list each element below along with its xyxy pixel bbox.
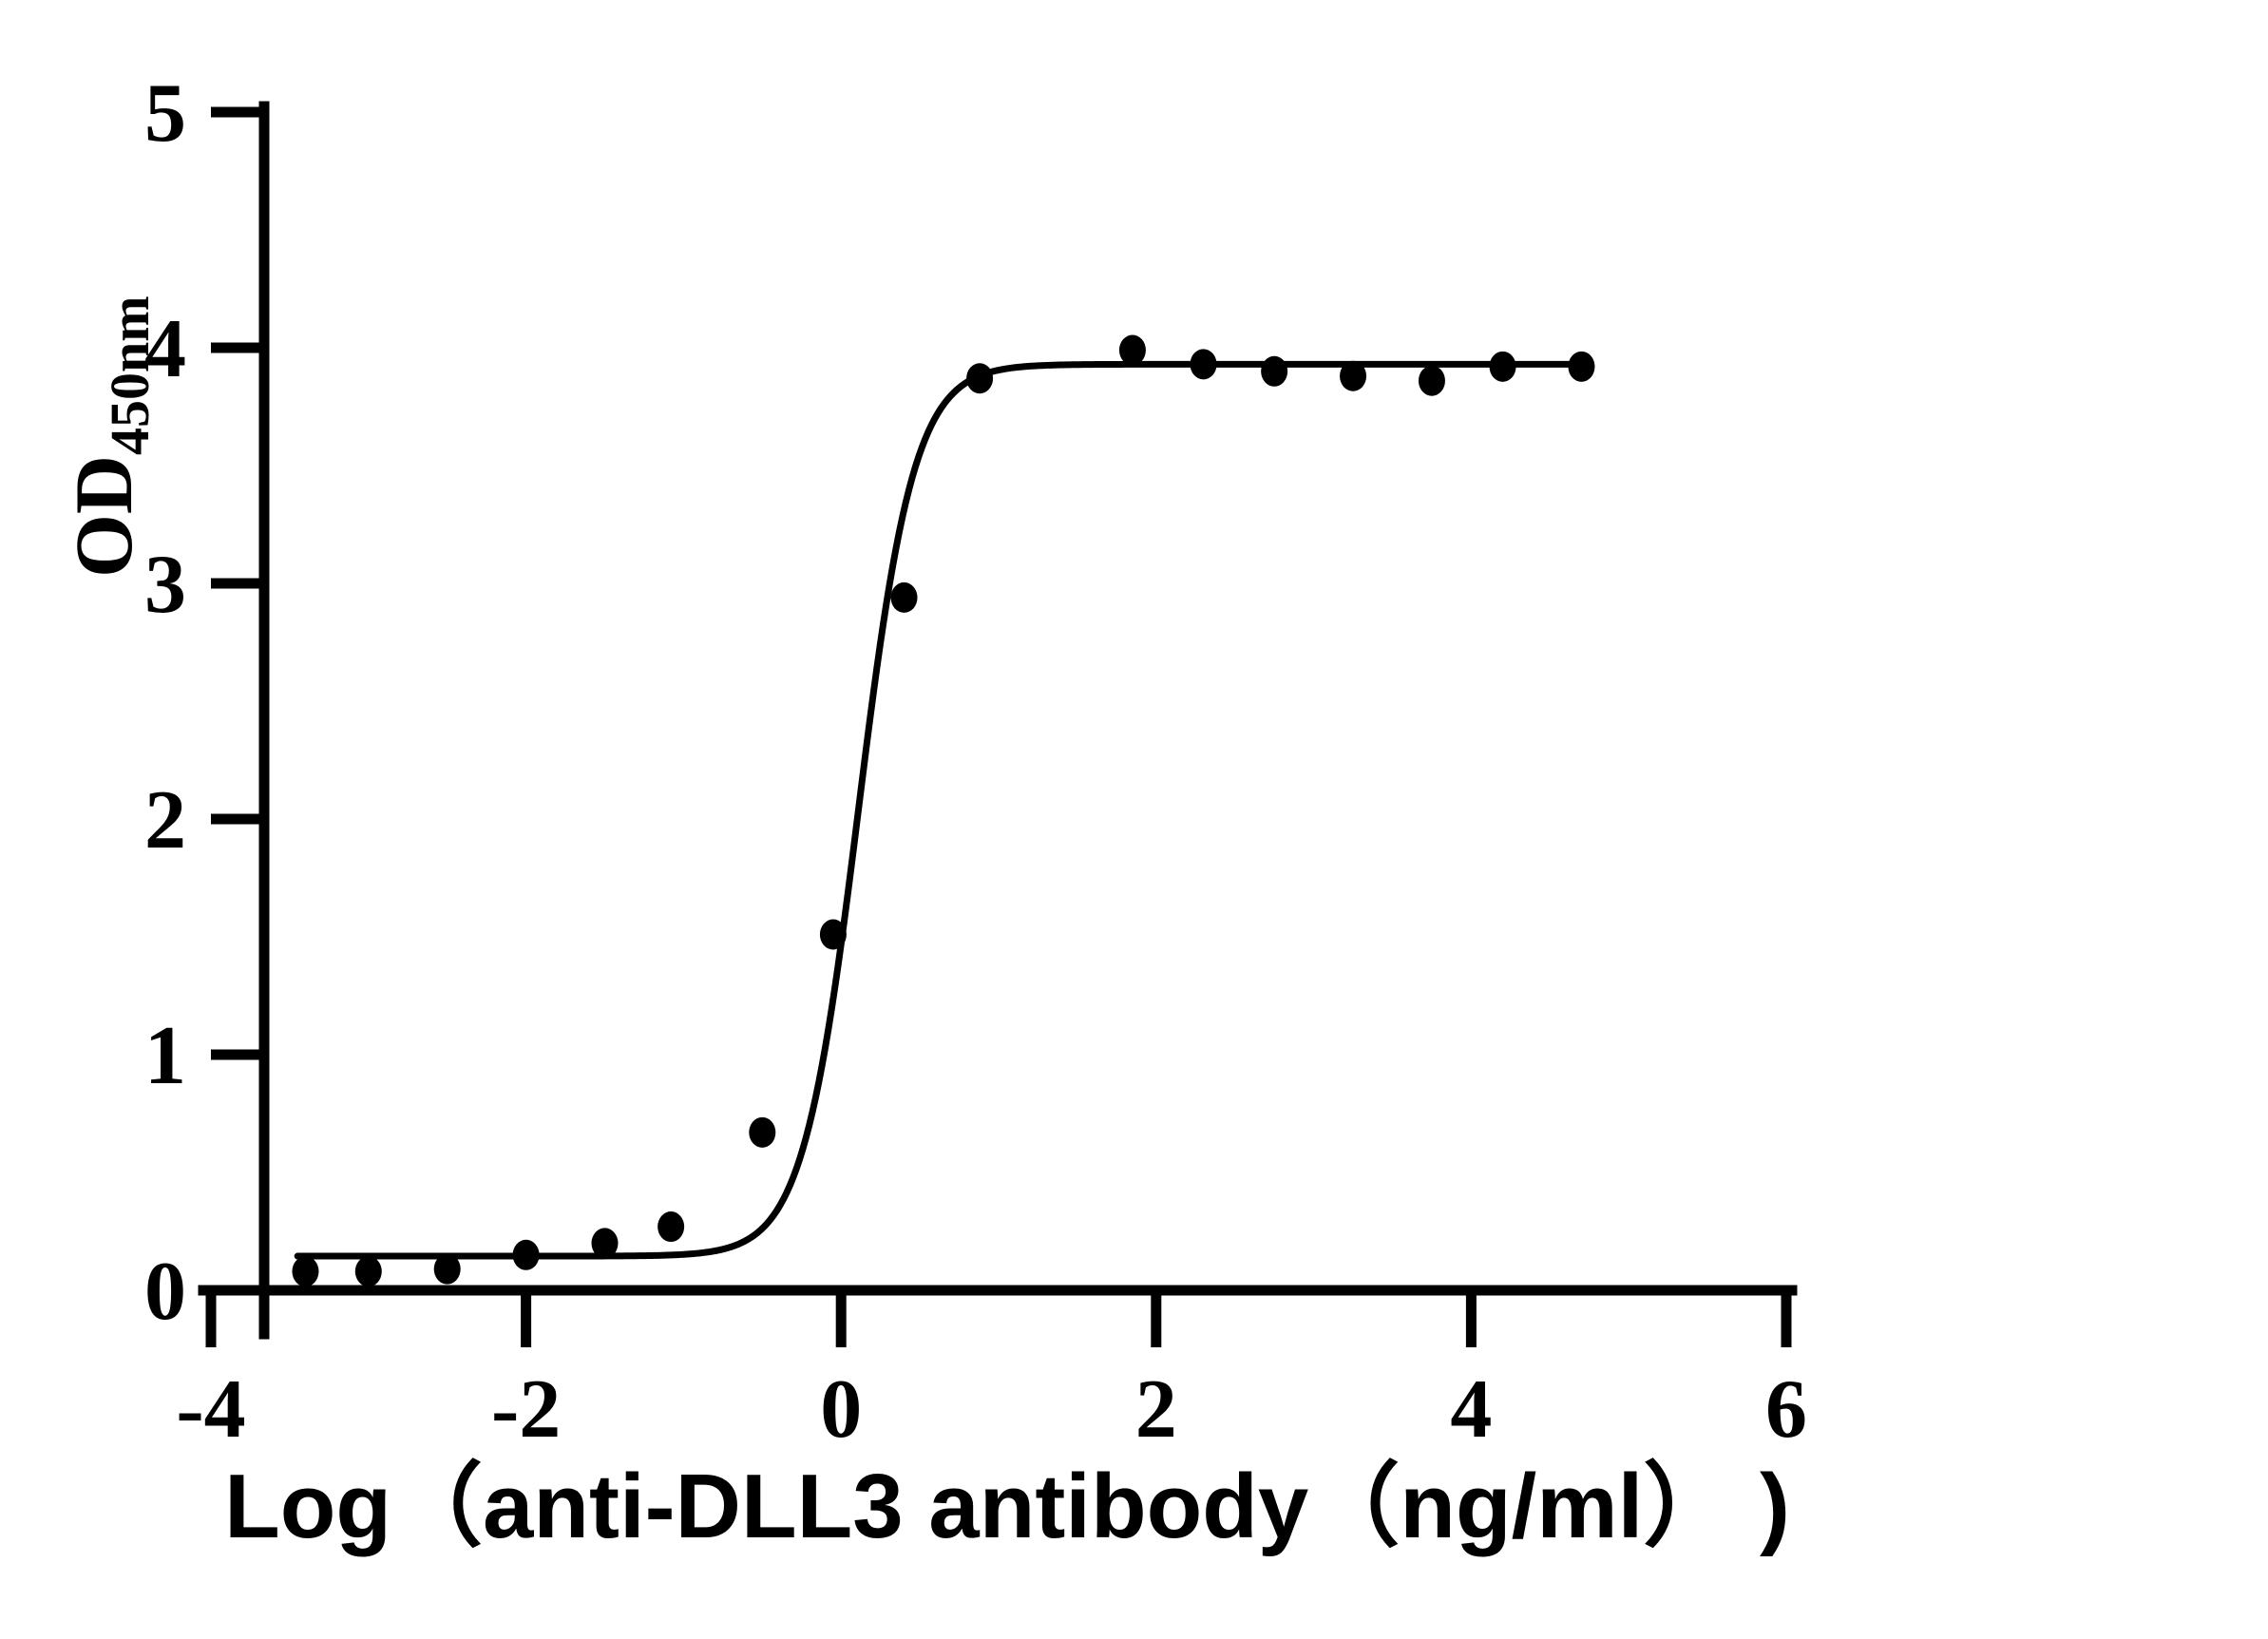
- data-point: [354, 1256, 382, 1287]
- data-point: [433, 1253, 461, 1285]
- data-point: [1118, 334, 1146, 366]
- data-point: [1489, 351, 1516, 382]
- axes-group: [198, 101, 1798, 1340]
- x-tick-label--2: -2: [491, 1363, 561, 1456]
- data-point: [292, 1256, 319, 1287]
- y-tick-label-group: 0 1 2 3 4 5: [144, 67, 186, 1338]
- x-tick-group: [205, 1290, 1792, 1347]
- x-tick-label-group: -4 -2 0 2 4 6: [176, 1363, 1807, 1456]
- data-point: [819, 919, 847, 950]
- data-point: [1340, 360, 1367, 391]
- y-tick-group: [211, 106, 264, 1296]
- x-tick-label-2: 2: [1135, 1363, 1177, 1456]
- y-axis-title: OD450nm: [58, 295, 161, 578]
- y-tick-label-3: 3: [144, 539, 186, 631]
- data-point: [890, 581, 918, 613]
- fitted-sigmoid-curve: [294, 360, 1589, 1260]
- data-point: [512, 1239, 540, 1270]
- data-point: [1418, 365, 1445, 396]
- x-axis-title: Log（anti-DLL3 antibody（ng/ml） ): [224, 1456, 1790, 1557]
- data-point: [658, 1211, 685, 1243]
- y-tick-label-5: 5: [144, 67, 186, 160]
- data-point: [749, 1116, 776, 1148]
- y-tick-label-2: 2: [144, 774, 186, 867]
- data-point: [1190, 349, 1217, 380]
- data-point: [1261, 355, 1288, 387]
- y-tick-label-0: 0: [144, 1246, 186, 1338]
- x-tick-label-6: 6: [1765, 1363, 1807, 1456]
- x-tick-label-4: 4: [1450, 1363, 1492, 1456]
- y-tick-label-4: 4: [144, 303, 186, 395]
- data-point: [966, 363, 994, 394]
- data-point: [1568, 351, 1595, 382]
- y-axis-title-base: OD450nm: [58, 295, 161, 578]
- x-tick-label-0: 0: [820, 1363, 862, 1456]
- data-point: [591, 1228, 619, 1259]
- x-tick-label--4: -4: [176, 1363, 245, 1456]
- data-point-group: [292, 334, 1595, 1287]
- y-tick-label-1: 1: [144, 1010, 186, 1102]
